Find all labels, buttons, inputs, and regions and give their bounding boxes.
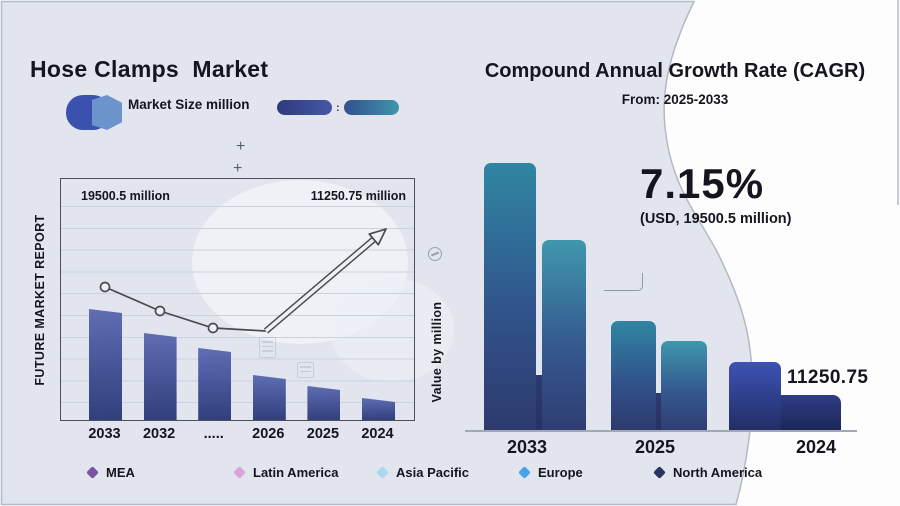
- bars-layer: [61, 179, 414, 420]
- cylinder-icon: [66, 95, 122, 130]
- bar-2024-2: [781, 395, 841, 430]
- bar-2033-2: [542, 240, 586, 430]
- circle-minus-icon: [428, 247, 442, 261]
- ratio-pill-right: [343, 100, 399, 115]
- x-tick-2024: 2024: [361, 426, 394, 442]
- cagr-caption: (USD, 19500.5 million): [640, 211, 792, 227]
- legend-item-asia-pacific: Asia Pacific: [376, 465, 469, 480]
- legend-item-mea: MEA: [86, 465, 135, 480]
- legend-label: North America: [673, 465, 763, 480]
- chart-annotation-start: 19500.5 million: [81, 189, 170, 203]
- market-size-chart: 19500.5 million 11250.75 million: [60, 178, 415, 421]
- x-tick-2024: 2024: [795, 437, 837, 457]
- legend-label: Latin America: [253, 465, 339, 480]
- plus-icon: +: [236, 138, 246, 155]
- clipboard-icon: [259, 337, 276, 358]
- legend-label: Europe: [538, 465, 583, 480]
- cagr-chart-x-axis: 2033 2025 2024: [0, 437, 900, 461]
- diamond-icon: [233, 466, 246, 479]
- cylinder-icon-cap: [92, 95, 122, 130]
- x-tick-2032: 2032: [142, 426, 176, 442]
- ratio-pill-left: [277, 100, 332, 115]
- x-tick-.....: .....: [203, 426, 224, 442]
- plus-icon: +: [233, 160, 243, 177]
- cagr-title: Compound Annual Growth Rate (CAGR): [484, 60, 866, 82]
- legend-label: Asia Pacific: [396, 465, 469, 480]
- diamond-icon: [376, 466, 389, 479]
- legend-label: MEA: [106, 465, 135, 480]
- cagr-chart-axis: [465, 430, 857, 432]
- bar-2024-1: [729, 362, 781, 430]
- x-tick-2026: 2026: [252, 426, 285, 442]
- legend-item-north-america: North America: [653, 465, 763, 480]
- x-tick-2033: 2033: [88, 426, 121, 442]
- chart-annotation-end: 11250.75 million: [310, 189, 406, 203]
- market-size-label: Market Size million: [128, 97, 250, 112]
- legend-item-europe: Europe: [518, 465, 583, 480]
- diamond-icon: [653, 466, 666, 479]
- bar-2024: [362, 398, 395, 420]
- x-tick-2033: 2033: [506, 437, 548, 457]
- clipboard-icon: [297, 362, 314, 378]
- diamond-icon: [518, 466, 531, 479]
- bar-2026: [252, 375, 286, 420]
- page-title: Hose Clamps Market: [30, 56, 269, 82]
- bracket-decoration: [604, 273, 643, 291]
- bar-2025: [307, 386, 341, 420]
- y-axis-label-left: FUTURE MARKET REPORT: [33, 214, 47, 386]
- legend-item-latin-america: Latin America: [233, 465, 339, 480]
- bar-2033: [89, 309, 122, 420]
- ratio-pills: :: [277, 100, 399, 115]
- ratio-colon: :: [336, 101, 340, 114]
- cagr-subtitle: From: 2025-2033: [621, 92, 729, 107]
- cagr-chart: [460, 150, 860, 432]
- x-tick-2025: 2025: [306, 426, 340, 442]
- cagr-chart-annotation: 11250.75: [787, 367, 869, 388]
- bar-.....: [198, 348, 232, 420]
- bar-2033-1: [484, 163, 536, 430]
- trend-line-layer: [99, 228, 387, 334]
- bar-2032: [143, 333, 177, 420]
- cagr-value: 7.15%: [640, 160, 765, 207]
- diamond-icon: [86, 466, 99, 479]
- bar-2025-1: [611, 321, 656, 430]
- left-chart-x-axis: 2033 2032..... 2026 2025 2024: [60, 426, 415, 446]
- y-axis-label-right: Value by million: [430, 301, 444, 403]
- x-tick-2025: 2025: [634, 437, 676, 457]
- bar-2025-2: [661, 341, 707, 430]
